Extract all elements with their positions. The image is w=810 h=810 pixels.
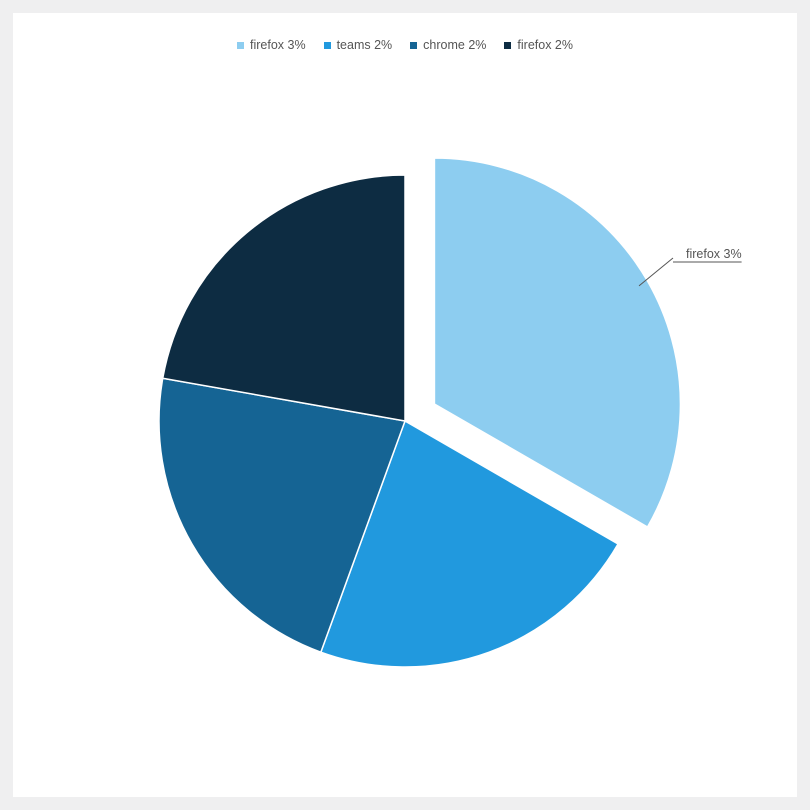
pie-slices-group [158,157,682,668]
legend-item-firefox-3[interactable]: firefox 3% [236,38,306,52]
legend-item-label: chrome 2% [423,38,487,52]
chart-legend: firefox 3% teams 2% chrome 2% firefox 2% [13,39,797,52]
pie-chart-svg: firefox 3% [158,157,742,668]
legend-swatch-icon [410,41,418,49]
legend-item-label: teams 2% [336,38,393,52]
legend-item-chrome-2[interactable]: chrome 2% [410,39,486,52]
pie-annotation-group: firefox 3% [638,247,742,287]
legend-swatch-icon [236,41,244,49]
chart-card: firefox 3% teams 2% chrome 2% firefox 2%… [13,13,797,797]
callout-leader-line [638,257,674,287]
legend-item-firefox-2[interactable]: firefox 2% [504,39,573,52]
pie-slice[interactable] [161,174,406,422]
pie-slice[interactable] [319,419,620,668]
pie-slice[interactable] [158,377,407,654]
data-label-firefox-3: firefox 3% [686,247,742,261]
pie-slice[interactable] [433,157,682,529]
pie-plot-area: firefox 3% [13,13,797,797]
legend-swatch-icon [323,41,331,49]
legend-item-teams-2[interactable]: teams 2% [323,38,393,52]
legend-item-label: firefox 3% [249,38,306,52]
legend-item-label: firefox 2% [517,38,573,52]
legend-swatch-icon [504,41,512,49]
